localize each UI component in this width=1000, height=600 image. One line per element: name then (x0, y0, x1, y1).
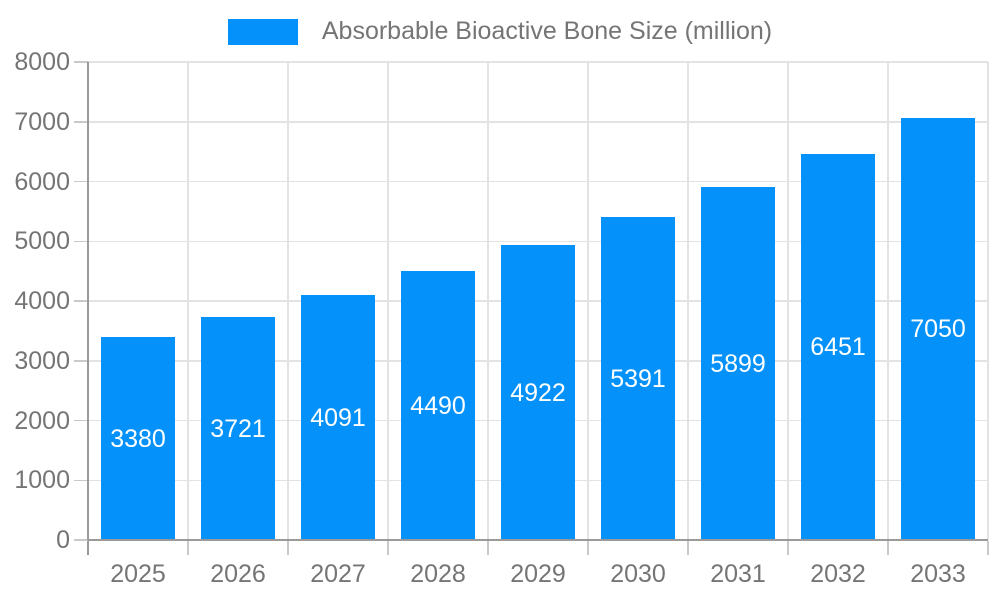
bar-value-label: 4922 (510, 378, 566, 407)
plot-area: 0 1000 2000 3000 4000 5000 6000 7000 8000 3380 202… (14, 48, 989, 588)
y-axis-tick (74, 300, 88, 302)
y-axis-tick-label: 1000 (14, 466, 70, 495)
y-axis-tick-label: 3000 (14, 346, 70, 375)
h-gridline (88, 240, 988, 242)
h-gridline (88, 61, 988, 63)
x-axis-tick (187, 541, 189, 555)
bar (901, 117, 975, 539)
bar-value-label: 5899 (710, 349, 766, 378)
bar (101, 337, 175, 539)
x-axis-tick-label: 2028 (410, 560, 466, 588)
x-axis-tick (87, 541, 89, 555)
v-gridline (887, 62, 889, 540)
x-axis-baseline (88, 539, 988, 541)
y-axis-tick (74, 180, 88, 183)
y-axis-tick-label: 7000 (14, 107, 70, 136)
y-axis-tick-label: 2000 (14, 406, 70, 435)
bar (301, 294, 375, 539)
h-gridline (88, 180, 988, 183)
x-axis-tick (287, 541, 289, 555)
legend-label: Absorbable Bioactive Bone Size (million) (321, 17, 773, 45)
bar-value-label: 5391 (610, 364, 666, 393)
x-axis-tick-label: 2025 (110, 560, 166, 588)
y-axis-tick-label: 8000 (14, 48, 70, 76)
y-axis-tick-label: 0 (56, 526, 70, 554)
y-axis-tick (74, 240, 88, 242)
v-gridline (687, 62, 689, 540)
bar (201, 316, 275, 539)
v-gridline (487, 62, 489, 540)
y-axis-tick (74, 479, 88, 481)
v-gridline (287, 62, 289, 540)
bar-value-label: 3380 (110, 425, 166, 454)
x-axis-tick-label: 2032 (810, 560, 866, 588)
x-axis-tick-label: 2033 (910, 560, 966, 588)
y-axis-tick-label: 4000 (14, 287, 70, 315)
x-axis-tick (687, 541, 689, 555)
v-gridline (187, 62, 189, 540)
y-axis-tick (74, 360, 88, 362)
y-axis-tick-label: 6000 (14, 167, 70, 196)
v-gridline (587, 62, 589, 540)
y-axis-tick (74, 61, 88, 63)
legend: Absorbable Bioactive Bone Size (million) (0, 17, 1000, 46)
bar-value-label: 3721 (210, 414, 266, 443)
x-axis-tick-label: 2029 (510, 560, 566, 588)
bar-value-label: 6451 (810, 333, 866, 362)
x-axis-tick (987, 541, 989, 555)
x-axis-tick-label: 2027 (310, 560, 366, 588)
bar-value-label: 4490 (410, 391, 466, 420)
bar (401, 270, 475, 539)
x-axis-tick (487, 541, 489, 555)
y-axis-tick-label: 5000 (14, 227, 70, 256)
x-axis-tick (387, 541, 389, 555)
v-gridline (387, 62, 389, 540)
bar-value-label: 7050 (910, 315, 966, 344)
bar (501, 244, 575, 539)
y-axis-tick (74, 419, 88, 422)
legend-swatch (227, 18, 298, 45)
bar (601, 216, 675, 539)
v-gridline (787, 62, 789, 540)
y-axis-line (87, 62, 89, 540)
y-axis-tick (74, 121, 88, 123)
v-gridline (987, 62, 989, 540)
x-axis-tick (787, 541, 789, 555)
x-axis-tick (887, 541, 889, 555)
x-axis-tick-label: 2031 (710, 560, 766, 588)
y-axis-tick (74, 539, 88, 541)
h-gridline (88, 121, 988, 123)
bar-value-label: 4091 (310, 403, 366, 432)
x-axis-tick (587, 541, 589, 555)
x-axis-tick-label: 2026 (210, 560, 266, 588)
bar (701, 186, 775, 539)
x-axis-tick-label: 2030 (610, 560, 666, 588)
bar (801, 153, 875, 539)
